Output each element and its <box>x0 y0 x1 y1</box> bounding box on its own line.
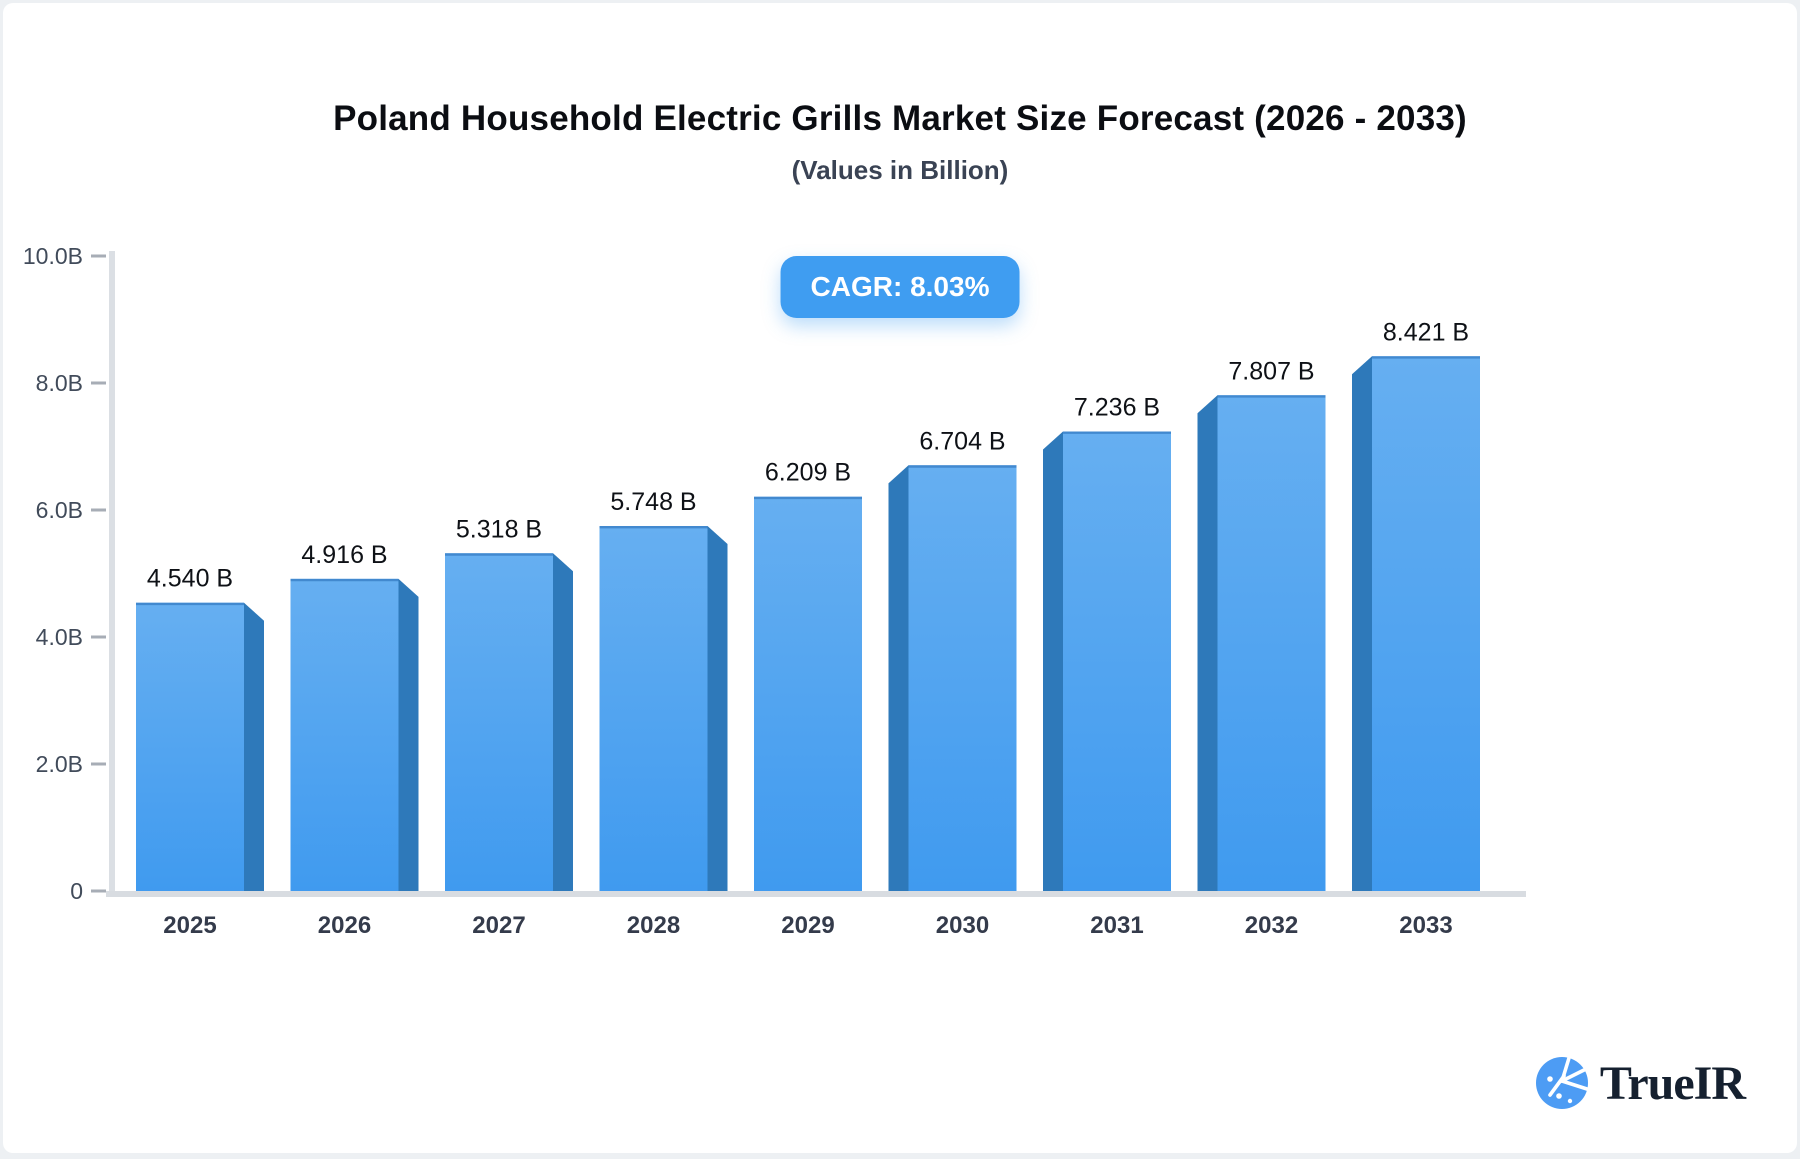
bar-value-label: 5.318 B <box>456 515 542 543</box>
y-tick-label: 6.0B <box>36 497 83 523</box>
bar-2033 <box>1372 356 1480 896</box>
y-tick-label: 2.0B <box>36 751 83 777</box>
x-axis-label: 2027 <box>472 912 525 939</box>
y-tick-label: 10.0B <box>23 243 83 269</box>
bar-2027 <box>445 553 553 896</box>
cagr-badge: CAGR: 8.03% <box>780 256 1020 318</box>
bar-2025 <box>136 602 244 896</box>
bar-value-label: 4.916 B <box>301 541 387 569</box>
y-tick-label: 8.0B <box>36 370 83 396</box>
bar-value-label: 5.748 B <box>610 488 696 516</box>
bar-value-label: 8.421 B <box>1383 318 1469 346</box>
bar-side-face <box>553 553 573 896</box>
y-axis-line <box>109 251 115 897</box>
y-tick-label: 0 <box>70 878 83 904</box>
page-title: Poland Household Electric Grills Market … <box>333 99 1467 138</box>
x-axis-label: 2025 <box>163 912 216 939</box>
x-axis-label: 2029 <box>781 912 834 939</box>
x-axis-label: 2032 <box>1245 912 1298 939</box>
x-axis-label: 2033 <box>1399 912 1452 939</box>
page-subtitle: (Values in Billion) <box>791 155 1009 185</box>
bar-side-face <box>1197 395 1218 896</box>
y-tick-label: 4.0B <box>36 624 83 650</box>
bar-2030 <box>908 465 1017 896</box>
bar-value-label: 7.236 B <box>1074 394 1160 422</box>
bar-chart-canvas: 0 2.0B 4.0B 6.0B 8.0B 10.0B 4.540 B 4.916 B 5.31… <box>23 243 1526 939</box>
bar-2029 <box>754 496 862 896</box>
bar-2031 <box>1063 431 1171 896</box>
bar-side-face <box>707 526 728 896</box>
bar-side-face <box>1043 431 1063 896</box>
bar-value-label: 7.807 B <box>1228 357 1314 385</box>
bar-chart: 0 2.0B 4.0B 6.0B 8.0B 10.0B 4.540 B 4.916 B 5.31… <box>3 228 1583 973</box>
bar-side-face <box>888 465 909 896</box>
x-axis-label: 2028 <box>627 912 680 939</box>
brand-logo: TrueIR <box>1534 1055 1746 1111</box>
x-axis-line <box>106 891 1526 897</box>
x-axis-label: 2031 <box>1090 912 1143 939</box>
bar-side-face <box>398 578 419 896</box>
bar-value-label: 6.209 B <box>765 459 851 487</box>
bar-2026 <box>290 578 399 896</box>
bar-side-face <box>244 602 264 896</box>
bar-value-label: 6.704 B <box>919 427 1005 455</box>
pie-chart-percent-icon <box>1535 1056 1589 1109</box>
bar-value-label: 4.540 B <box>147 565 233 593</box>
x-axis-label: 2026 <box>318 912 371 939</box>
bar-side-face <box>1352 356 1372 896</box>
bar-2032 <box>1217 395 1326 896</box>
bar-2028 <box>599 526 708 896</box>
chart-card: Poland Household Electric Grills Market … <box>3 3 1797 1153</box>
x-axis-label: 2030 <box>936 912 989 939</box>
brand-name: TrueIR <box>1599 1056 1746 1110</box>
